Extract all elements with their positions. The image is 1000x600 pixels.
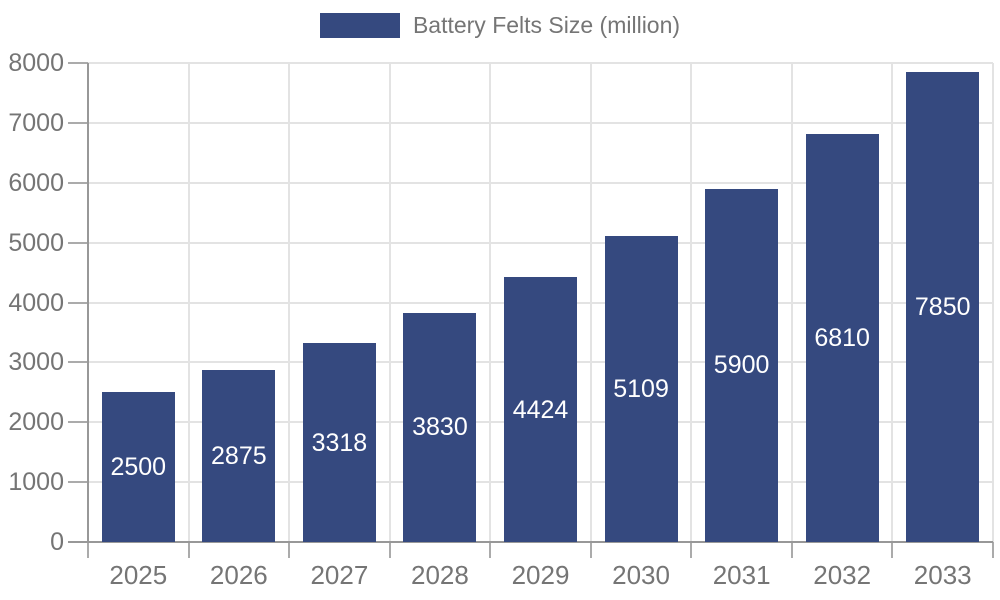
y-axis-label: 2000 — [8, 408, 64, 437]
x-axis-tick — [187, 542, 190, 558]
grid-line-vertical — [589, 63, 592, 542]
y-axis-label: 4000 — [8, 288, 64, 317]
x-axis-label: 2028 — [411, 560, 469, 590]
bar[interactable] — [403, 312, 477, 542]
x-axis-line — [68, 541, 993, 543]
legend-label: Battery Felts Size (million) — [412, 12, 681, 38]
x-axis-label: 2026 — [209, 560, 268, 590]
x-axis-label: 2025 — [109, 560, 168, 590]
x-axis-tick — [489, 542, 492, 558]
y-axis-label: 8000 — [8, 49, 64, 77]
bar[interactable] — [906, 71, 980, 542]
grid-line-horizontal — [88, 62, 993, 64]
y-axis-tick — [68, 301, 88, 304]
bar[interactable] — [302, 343, 376, 542]
x-axis-label: 2033 — [913, 560, 972, 590]
y-axis-label: 7000 — [8, 108, 64, 137]
bar[interactable] — [504, 277, 577, 542]
grid-line-vertical — [288, 63, 291, 542]
x-axis-label: 2027 — [310, 560, 369, 590]
grid-line-vertical — [489, 63, 492, 542]
y-axis-tick — [68, 181, 88, 184]
legend-swatch — [319, 13, 400, 38]
x-axis-tick — [891, 542, 894, 558]
grid-line-vertical — [690, 63, 693, 542]
y-axis-tick — [68, 121, 88, 124]
bar[interactable] — [604, 236, 678, 542]
x-axis-tick — [992, 542, 994, 558]
bar[interactable] — [805, 134, 879, 542]
x-axis-label: 2029 — [511, 560, 570, 590]
x-axis-tick — [790, 542, 793, 558]
y-axis-label: 5000 — [8, 228, 64, 257]
grid-line-vertical — [388, 63, 391, 542]
legend-item[interactable]: Battery Felts Size (million) — [0, 12, 1000, 39]
x-axis-tick — [388, 542, 391, 558]
y-axis-label: 0 — [50, 528, 64, 556]
bar[interactable] — [202, 369, 276, 542]
plot-area: 0 1000 2000 3000 4000 5000 6000 7000 8000 2500 202… — [8, 49, 994, 590]
bar[interactable] — [101, 392, 175, 542]
x-axis-tick — [690, 542, 693, 558]
y-axis-tick — [68, 62, 88, 64]
x-axis-label: 2031 — [712, 560, 771, 590]
x-axis-label: 2030 — [612, 560, 670, 590]
y-axis-label: 6000 — [8, 168, 64, 197]
grid-line-vertical — [992, 63, 994, 542]
x-axis-tick — [288, 542, 291, 558]
y-axis-tick — [68, 241, 88, 244]
grid-line-horizontal — [88, 241, 993, 244]
grid-line-horizontal — [88, 181, 993, 184]
grid-line-vertical — [187, 63, 190, 542]
x-axis-tick — [87, 542, 89, 558]
x-axis-label: 2032 — [813, 560, 872, 590]
x-axis-tick — [589, 542, 592, 558]
y-axis-tick — [68, 421, 88, 424]
y-axis-line — [87, 63, 89, 542]
grid-line-vertical — [790, 63, 793, 542]
y-axis-tick — [68, 481, 88, 484]
grid-line-vertical — [891, 63, 894, 542]
y-axis-label: 3000 — [8, 348, 64, 377]
bar[interactable] — [705, 188, 779, 542]
grid-line-horizontal — [88, 121, 993, 124]
y-axis-tick — [68, 361, 88, 364]
y-axis-label: 1000 — [8, 468, 64, 497]
